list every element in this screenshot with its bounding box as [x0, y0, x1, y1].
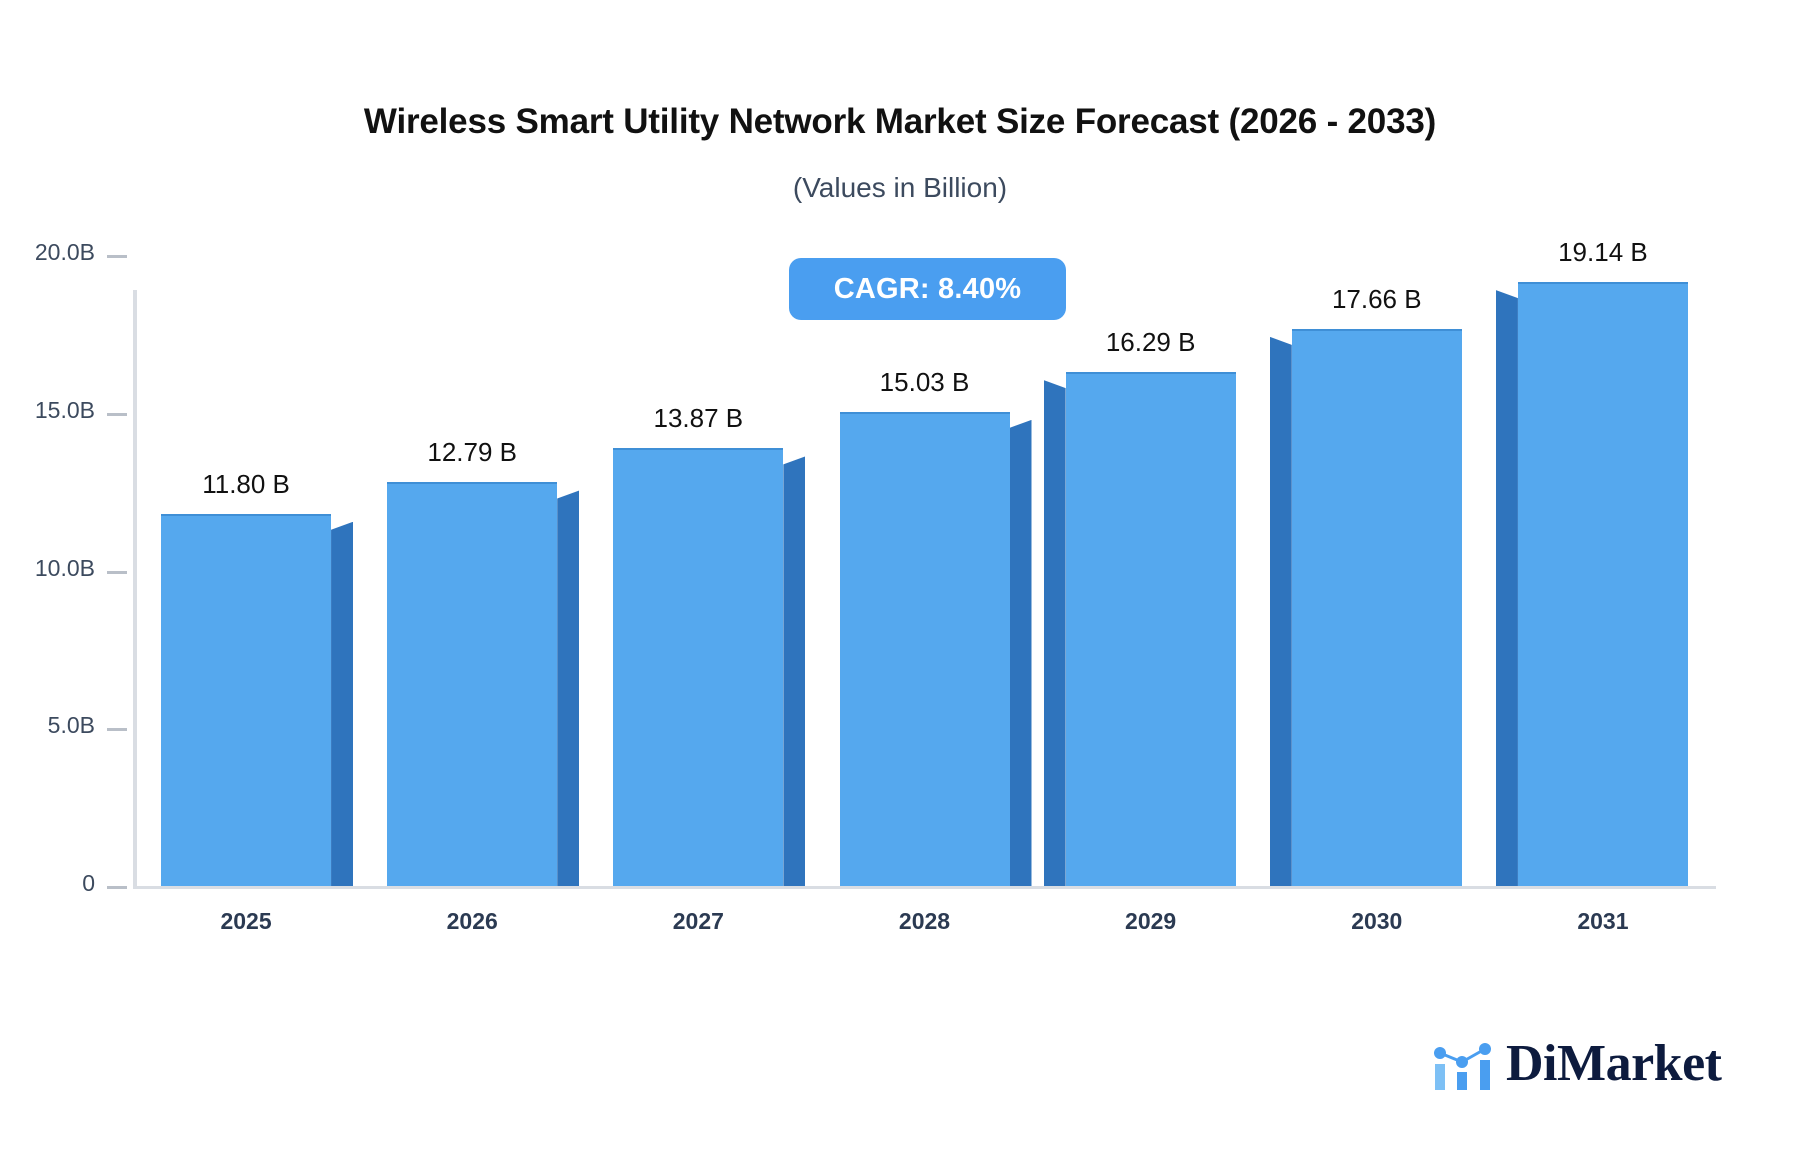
bar-side-panel — [1495, 290, 1518, 886]
x-axis-label-2027: 2027 — [672, 908, 724, 934]
x-axis-label-2028: 2028 — [898, 908, 951, 934]
y-axis-tick-label: 20.0B — [34, 239, 95, 265]
bar-value-label: 11.80 B — [202, 468, 290, 499]
x-axis-label-2029: 2029 — [1125, 908, 1177, 934]
bar-value-label: 19.14 B — [1558, 237, 1648, 268]
bar-value-label: 15.03 B — [879, 366, 970, 397]
bar-value-label: 16.29 B — [1105, 327, 1196, 358]
y-axis-tick-label: 0 — [82, 870, 95, 896]
bar-side-panel — [1009, 419, 1032, 886]
y-axis-tick-label: 15.0B — [34, 396, 95, 423]
bar-face — [387, 482, 558, 886]
bar-face — [839, 411, 1010, 886]
bar-value-label: 12.79 B — [427, 437, 518, 468]
bar-value-label: 17.66 B — [1331, 283, 1422, 314]
cagr-badge-label: CAGR: 8.40% — [833, 272, 1022, 305]
cagr-badge: CAGR: 8.40% — [789, 258, 1066, 320]
logo-text: DiMarket — [1506, 1035, 1722, 1092]
y-axis-tick-mark — [107, 412, 127, 416]
x-axis-label-2030: 2030 — [1351, 908, 1403, 934]
bar-side-panel — [1043, 380, 1066, 886]
y-axis-line — [133, 290, 137, 888]
bar-face — [1291, 328, 1462, 886]
x-axis-line — [133, 886, 1716, 889]
page-title: Wireless Smart Utility Network Market Si… — [363, 102, 1437, 141]
y-axis-tick-mark — [107, 255, 127, 258]
chart-subtitle: (Values in Billion) — [792, 172, 1008, 203]
bar-side-panel — [1269, 336, 1292, 886]
bar-face — [1065, 372, 1236, 886]
y-axis-tick-mark — [107, 570, 127, 574]
bar-side-panel — [557, 490, 580, 886]
y-axis-tick: 0 — [0, 870, 133, 896]
bar-face — [613, 448, 784, 886]
y-axis-tick: 15.0B — [0, 397, 133, 423]
y-axis-tick-mark — [107, 728, 127, 732]
bar-chart-icon — [1434, 1043, 1491, 1090]
y-axis-tick-label: 10.0B — [34, 554, 95, 581]
x-axis-label-2025: 2025 — [220, 908, 272, 934]
y-axis-tick: 10.0B — [0, 555, 133, 581]
bar-face — [161, 513, 332, 886]
x-axis-label-2026: 2026 — [446, 908, 498, 934]
bar-face — [1517, 282, 1688, 886]
y-axis-tick-mark — [107, 886, 127, 889]
bar-value-label: 13.87 B — [653, 403, 744, 434]
y-axis-tick: 5.0B — [0, 712, 133, 738]
bar-side-panel — [331, 521, 354, 886]
y-axis-tick-label: 5.0B — [47, 712, 95, 739]
dimarket-logo: DiMarket — [1432, 1035, 1722, 1092]
x-axis-label-2031: 2031 — [1577, 908, 1629, 934]
y-axis-tick: 20.0B — [0, 239, 133, 265]
bar-side-panel — [783, 456, 806, 886]
